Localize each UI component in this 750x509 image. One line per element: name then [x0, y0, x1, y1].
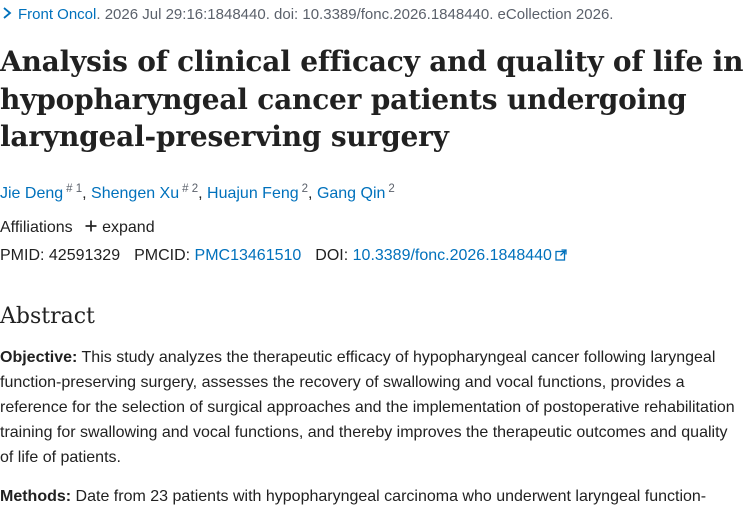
objective-text: This study analyzes the therapeutic effi…: [0, 349, 735, 466]
author-link[interactable]: Gang Qin: [316, 185, 386, 202]
article-title: Analysis of clinical efficacy and qualit…: [0, 45, 744, 153]
pmid-label: PMID:: [0, 247, 45, 264]
citation-line: Front Oncol. 2026 Jul 29:16:1848440. doi…: [0, 5, 613, 25]
affiliations-label: Affiliations: [0, 219, 73, 236]
citation-details: . 2026 Jul 29:16:1848440. doi: 10.3389/f…: [96, 6, 614, 23]
doi-value: 10.3389/fonc.2026.1848440: [352, 247, 552, 264]
pmcid-label: PMCID:: [134, 247, 191, 264]
expand-label: expand: [102, 219, 155, 236]
abstract-heading: Abstract: [0, 304, 95, 329]
objective-label: Objective:: [0, 349, 78, 366]
author-link[interactable]: Huajun Feng: [207, 185, 299, 202]
author-link[interactable]: Shengen Xu: [91, 185, 180, 202]
author-list: Jie Deng # 1, Shengen Xu # 2, Huajun Feng 2…: [0, 183, 395, 202]
methods-text: Date from 23 patients with hypopharyngea…: [71, 488, 707, 505]
author-affiliation-sup[interactable]: 2: [388, 183, 395, 195]
plus-icon: [85, 220, 97, 232]
doi-link[interactable]: 10.3389/fonc.2026.1848440: [353, 247, 567, 264]
journal-link[interactable]: Front Oncol: [18, 6, 97, 23]
abstract-methods: Methods: Date from 23 patients with hypo…: [0, 484, 745, 509]
author-link[interactable]: Jie Deng: [0, 185, 64, 202]
pmcid-link[interactable]: PMC13461510: [194, 247, 302, 264]
external-link-icon: [555, 249, 567, 261]
expand-affiliations-button[interactable]: expand: [85, 219, 155, 236]
affiliations-row: Affiliations expand: [0, 217, 155, 239]
doi-label: DOI:: [315, 247, 349, 264]
identifiers-row: PMID: 42591329 PMCID: PMC13461510 DOI: 10.…: [0, 245, 567, 267]
pmid-value: 42591329: [48, 247, 121, 264]
author-affiliation-sup[interactable]: 2: [301, 183, 309, 195]
methods-label: Methods:: [0, 488, 72, 505]
author-affiliation-sup[interactable]: # 2: [182, 183, 199, 195]
abstract-objective: Objective: This study analyzes the thera…: [0, 345, 745, 470]
chevron-right-icon[interactable]: [0, 6, 14, 20]
author-affiliation-sup[interactable]: # 1: [66, 183, 83, 195]
